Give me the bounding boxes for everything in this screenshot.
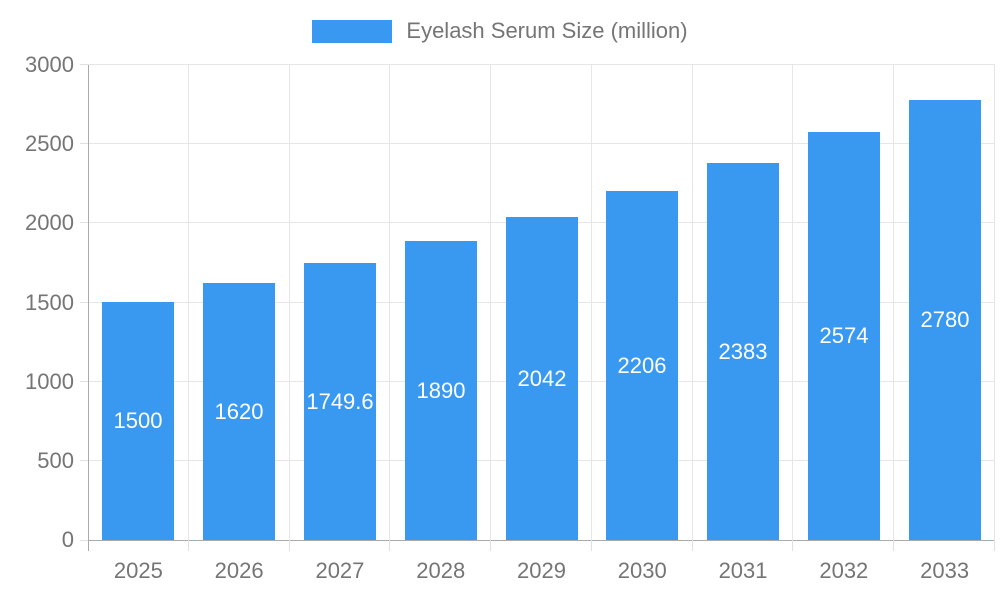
v-gridline — [893, 65, 894, 540]
y-tick-label: 1000 — [25, 368, 74, 394]
x-tick-label: 2031 — [718, 558, 768, 583]
y-tick-label: 3000 — [25, 52, 74, 77]
legend-swatch-icon[interactable] — [312, 19, 393, 43]
bar-value-label: 2574 — [819, 323, 869, 348]
v-gridline — [389, 65, 390, 540]
y-axis-line — [88, 65, 89, 540]
x-tick — [994, 540, 995, 551]
x-tick — [289, 540, 290, 551]
y-tick — [80, 222, 88, 224]
x-tick — [188, 540, 189, 551]
bar-2032[interactable]: 2574 — [808, 132, 880, 540]
x-tick-label: 2028 — [416, 558, 466, 583]
bar-value-label: 2206 — [617, 352, 667, 378]
x-tick — [792, 540, 793, 551]
x-tick-label: 2033 — [920, 558, 970, 583]
x-tick-label: 2030 — [617, 558, 667, 583]
y-tick-label: 2000 — [25, 210, 74, 236]
x-tick-label: 2029 — [517, 558, 566, 583]
y-tick — [80, 459, 88, 461]
x-tick-label: 2032 — [819, 558, 869, 583]
bar-2027[interactable]: 1749.6 — [304, 263, 376, 540]
legend-label[interactable]: Eyelash Serum Size (million) — [406, 18, 688, 43]
y-tick-label: 0 — [61, 527, 74, 552]
y-tick — [80, 143, 88, 145]
v-gridline — [994, 65, 995, 540]
x-tick — [893, 540, 894, 551]
x-axis-line — [88, 540, 995, 541]
y-tick — [80, 301, 88, 303]
v-gridline — [289, 65, 290, 540]
h-gridline — [88, 143, 995, 145]
bar-value-label: 2780 — [920, 307, 970, 332]
bar-2031[interactable]: 2383 — [707, 163, 779, 540]
x-tick — [389, 540, 390, 551]
bar-2033[interactable]: 2780 — [909, 100, 981, 540]
v-gridline — [188, 65, 189, 540]
x-tick — [88, 540, 89, 551]
y-tick — [80, 380, 88, 382]
bar-2025[interactable]: 1500 — [102, 302, 174, 540]
bar-value-label: 1749.6 — [306, 388, 374, 414]
bar-2029[interactable]: 2042 — [506, 217, 578, 540]
bar-value-label: 1620 — [214, 398, 264, 424]
bar-value-label: 1890 — [416, 377, 466, 403]
y-tick-label: 500 — [37, 447, 74, 473]
x-tick — [692, 540, 693, 551]
bar-value-label: 2042 — [517, 365, 567, 391]
y-tick — [80, 64, 88, 65]
bar-value-label: 1500 — [113, 408, 163, 433]
x-tick-label: 2027 — [315, 558, 365, 583]
y-tick-label: 2500 — [25, 131, 74, 157]
x-tick — [490, 540, 491, 551]
v-gridline — [591, 65, 592, 540]
plot-area: 1500 1620 1749.6 1890 2042 2206 2383 2574 2780 — [80, 64, 995, 551]
y-tick — [80, 540, 88, 541]
x-tick-label: 2026 — [214, 558, 264, 583]
y-tick-label: 1500 — [25, 289, 74, 315]
v-gridline — [490, 65, 491, 540]
legend: Eyelash Serum Size (million) — [0, 17, 1000, 45]
h-gridline — [88, 64, 995, 65]
bar-2030[interactable]: 2206 — [606, 191, 678, 540]
bar-2026[interactable]: 1620 — [203, 283, 275, 540]
bar-value-label: 2383 — [718, 338, 768, 364]
x-tick-label: 2025 — [113, 558, 163, 583]
x-tick — [591, 540, 592, 551]
bar-2028[interactable]: 1890 — [405, 241, 477, 540]
v-gridline — [792, 65, 793, 540]
v-gridline — [692, 65, 693, 540]
